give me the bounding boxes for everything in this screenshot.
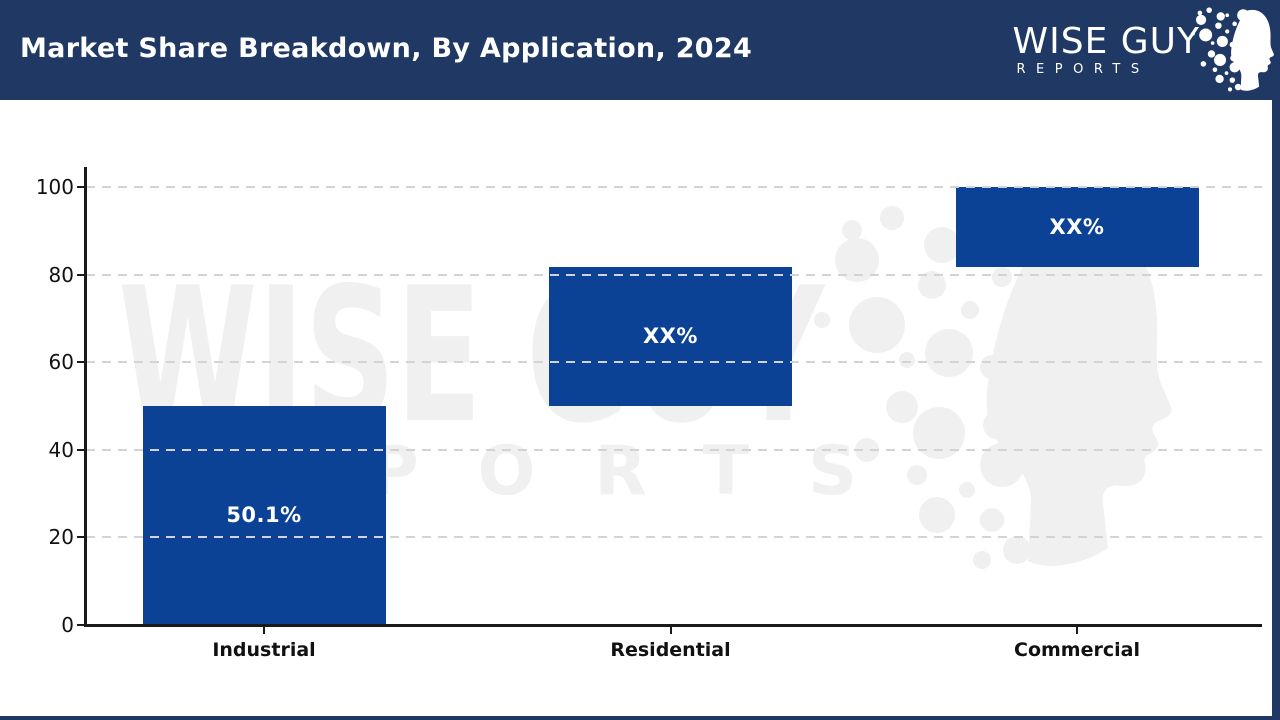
bar-commercial: XX% (955, 187, 1199, 267)
y-axis-line (84, 167, 87, 626)
y-tick-mark-60 (77, 361, 85, 364)
gridline-40 (86, 448, 1262, 451)
y-tick-label-40: 40 (48, 437, 74, 462)
y-tick-label-0: 0 (61, 613, 74, 637)
header-bar: Market Share Breakdown, By Application, … (0, 0, 1280, 100)
bottom-edge-strip (0, 716, 1280, 720)
x-axis-line (84, 624, 1262, 627)
gridline-80 (86, 273, 1262, 276)
x-tick-mark-commercial (1076, 626, 1078, 634)
x-tick-mark-industrial (263, 626, 265, 634)
y-tick-label-100: 100 (35, 175, 74, 199)
x-tick-label-residential: Residential (610, 639, 731, 661)
y-tick-mark-20 (77, 536, 85, 539)
y-tick-mark-40 (77, 448, 85, 451)
logo-head-icon (1191, 7, 1274, 92)
chart-title: Market Share Breakdown, By Application, … (20, 33, 753, 64)
bar-label-residential: XX% (643, 324, 698, 349)
right-edge-strip (1272, 100, 1280, 720)
y-tick-mark-0 (77, 624, 85, 626)
x-tick-mark-residential (669, 626, 672, 634)
y-tick-label-80: 80 (48, 262, 74, 287)
x-tick-label-commercial: Commercial (1014, 639, 1140, 661)
bar-label-industrial: 50.1% (226, 503, 302, 528)
y-tick-mark-100 (77, 186, 85, 188)
y-tick-mark-80 (77, 273, 85, 276)
bar-residential: XX% (549, 266, 792, 406)
bar-industrial: 50.1% (142, 405, 386, 625)
wise-guy-reports-logo: WISE GUY REPORTS (1013, 6, 1275, 94)
bar-label-commercial: XX% (1049, 214, 1105, 239)
y-tick-label-20: 20 (48, 525, 74, 550)
y-tick-label-60: 60 (48, 350, 74, 375)
logo-text: WISE GUY REPORTS (1013, 23, 1201, 77)
logo-reports-text: REPORTS (1016, 61, 1150, 77)
gridline-100 (86, 186, 1262, 188)
x-tick-label-industrial: Industrial (212, 639, 316, 661)
gridline-20 (86, 536, 1262, 539)
logo-wiseguy-text: WISE GUY (1012, 21, 1200, 63)
gridline-60 (86, 361, 1262, 364)
